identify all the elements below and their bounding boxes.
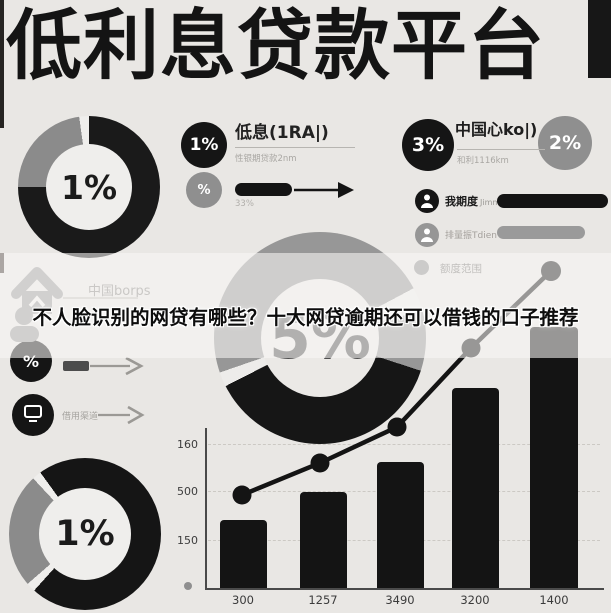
- row1-sublabel-text: Jimm: [480, 198, 501, 207]
- y-axis: [205, 428, 207, 589]
- low-interest-title: 低息(1RA|): [235, 123, 329, 143]
- progress-caption: 33%: [235, 199, 254, 209]
- bar-1: [220, 520, 267, 588]
- line-point: [310, 453, 330, 473]
- low-interest-subtitle: 性银期贷款2nm: [235, 154, 297, 164]
- china-row2-label: 排量振Tdien: [445, 231, 497, 241]
- channel-label: 借用渠道: [62, 412, 99, 422]
- dash-bar: [63, 361, 89, 371]
- china-row1-label: 我期度 Jimm: [445, 193, 500, 209]
- arrow-right-icon: [294, 182, 354, 198]
- person-glyph: [421, 194, 433, 242]
- low-interest-badge: 1%: [181, 122, 227, 168]
- progress-bar: [235, 183, 292, 196]
- bar-4: [452, 388, 499, 588]
- china-panel-subtitle: 和利1116km: [457, 156, 509, 166]
- faded-overlay-band: [0, 253, 611, 358]
- percent-badge: %: [186, 172, 222, 208]
- y-tick-label: 500: [177, 485, 198, 498]
- china-panel-title: 中国心ko|): [455, 120, 538, 139]
- y-tick-label: 150: [177, 534, 198, 547]
- donut-top-left-value: 1%: [46, 144, 132, 230]
- overlay-headline: 不人脸识别的网贷有哪些？十大网贷逾期还可以借钱的口子推荐: [32, 306, 579, 329]
- gridline: [208, 444, 600, 445]
- x-tick-label: 3490: [385, 593, 415, 607]
- china-gray-badge: 2%: [538, 116, 592, 170]
- page-title: 低利息贷款平台: [6, 1, 545, 90]
- x-tick-label: 300: [232, 593, 254, 607]
- bar-5: [530, 327, 578, 588]
- divider-line: [235, 147, 355, 148]
- china-row2-bar: [497, 226, 585, 239]
- y-tick-label: 160: [177, 438, 198, 451]
- donut-bottom-left-value: 1%: [39, 488, 131, 580]
- axis-origin-dot: [184, 582, 192, 590]
- line-point: [232, 485, 252, 505]
- divider-line: [457, 149, 545, 150]
- x-tick-label: 1400: [539, 593, 569, 607]
- bar-3: [377, 462, 424, 588]
- x-tick-label: 3200: [460, 593, 490, 607]
- top-right-corner-block: [588, 0, 611, 78]
- donut-chart-bottom-left: 1%: [9, 458, 161, 610]
- line-point: [387, 417, 407, 437]
- monitor-glyph: [24, 405, 42, 422]
- row1-label-text: 我期度: [445, 195, 478, 208]
- arrow-right-icon-gray: [90, 356, 144, 376]
- left-edge-mark: [0, 0, 4, 128]
- monitor-icon: [12, 394, 54, 436]
- x-tick-label: 1257: [308, 593, 338, 607]
- bar-2: [300, 492, 347, 588]
- donut-chart-top-left: 1%: [18, 116, 160, 258]
- china-row1-bar: [497, 194, 608, 208]
- x-axis: [205, 588, 604, 590]
- arrow-right-icon-gray2: [98, 405, 145, 425]
- china-black-badge: 3%: [402, 119, 454, 171]
- person-icon: [415, 189, 439, 213]
- person-icon-gray: [415, 223, 439, 247]
